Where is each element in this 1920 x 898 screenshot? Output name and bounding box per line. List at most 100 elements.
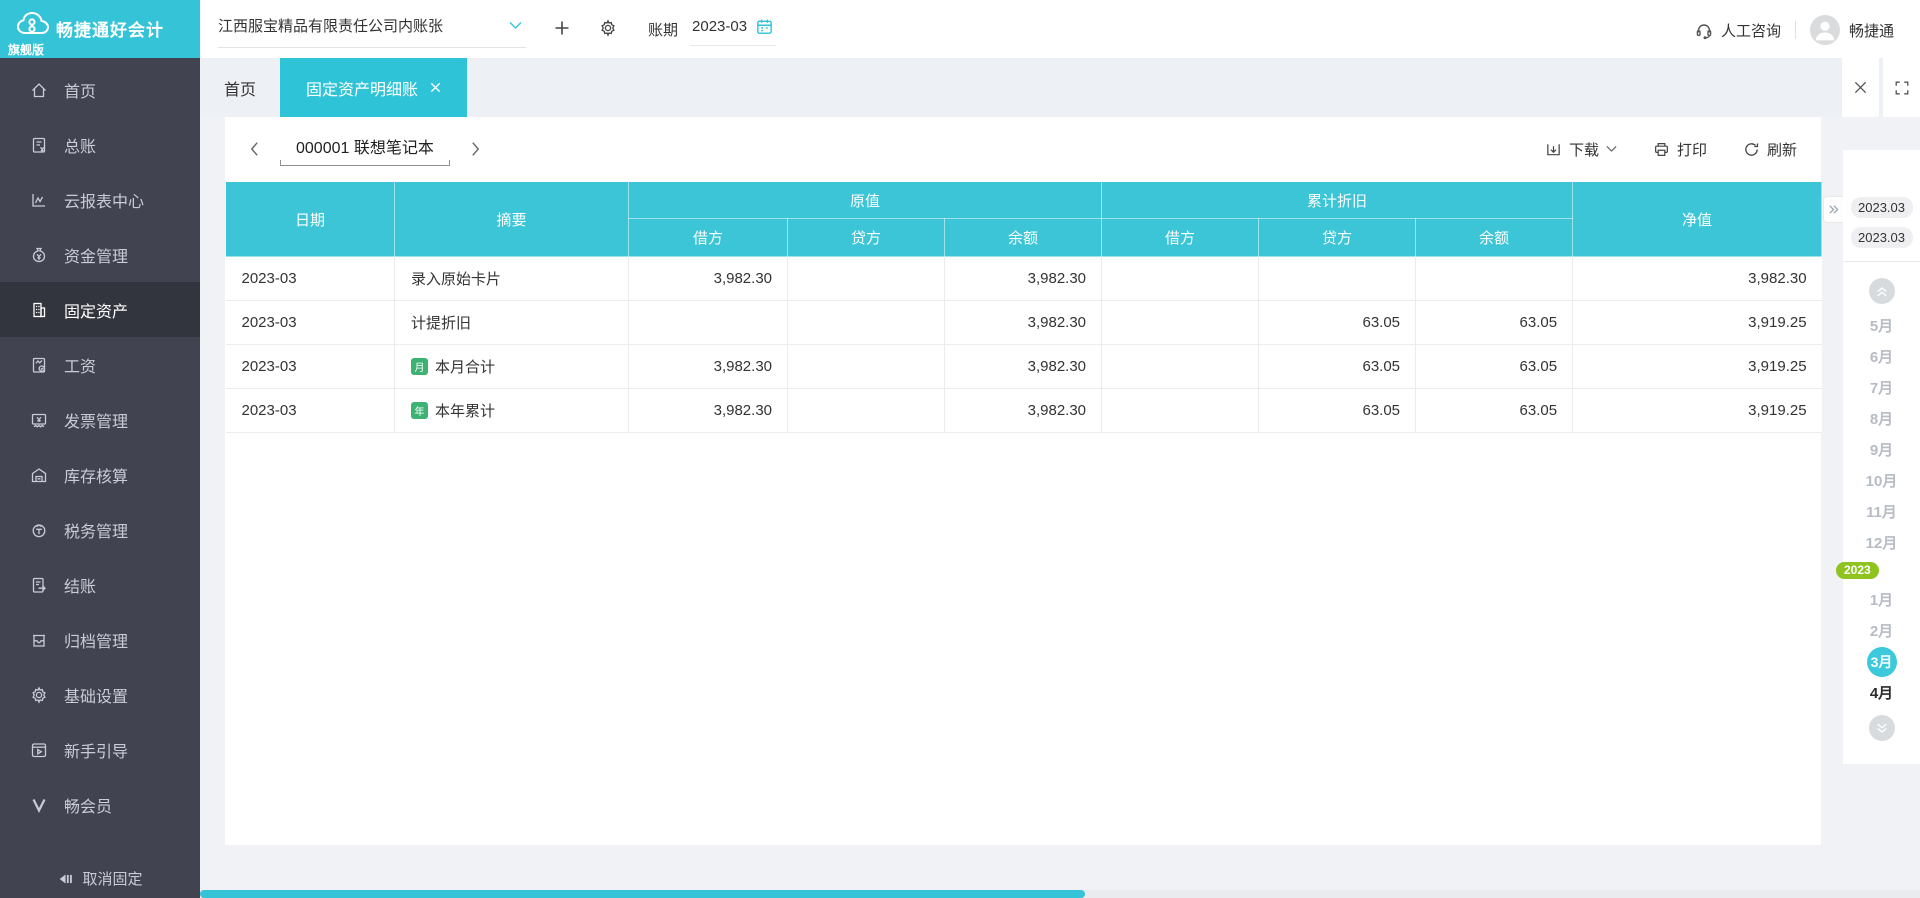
double-chevron-right-icon: [1829, 205, 1839, 214]
cell-ov-debit: 3,982.30: [628, 388, 788, 433]
sidebar-item-inventory[interactable]: 库存核算: [0, 447, 200, 502]
cloud-logo-icon: [15, 9, 53, 41]
sidebar-item-label: 基础设置: [64, 688, 129, 706]
month-item[interactable]: 6月: [1843, 341, 1920, 372]
fixed-assets-icon: [33, 302, 46, 317]
month-item[interactable]: 5月: [1843, 310, 1920, 341]
period-picker[interactable]: 2023-03: [690, 13, 777, 46]
cell-ov-balance: 3,982.30: [944, 388, 1103, 433]
tab-close-icon[interactable]: [430, 82, 441, 93]
sidebar-item-invoices[interactable]: 发票管理: [0, 392, 200, 447]
sidebar-item-label: 总账: [64, 138, 97, 156]
fullscreen-button[interactable]: [1883, 58, 1920, 117]
refresh-label: 刷新: [1766, 141, 1797, 159]
period-pill-bottom[interactable]: 2023.03: [1850, 227, 1913, 248]
tab-window-controls: [1842, 58, 1920, 117]
app-title: 畅捷通好会计: [56, 21, 164, 40]
cell-dep-debit: [1101, 388, 1260, 433]
month-item[interactable]: 4月: [1843, 677, 1920, 708]
company-name: 江西服宝精品有限责任公司内账张: [218, 18, 444, 35]
sidebar-item-general-ledger[interactable]: 总账: [0, 117, 200, 172]
sidebar-item-tax[interactable]: 税务管理: [0, 502, 200, 557]
tab-fixed-asset-ledger[interactable]: 固定资产明细账: [280, 58, 468, 117]
cell-ov-balance: 3,982.30: [944, 256, 1103, 301]
home-icon: [32, 82, 46, 97]
closing-icon: [32, 577, 46, 593]
next-asset-button[interactable]: [466, 136, 485, 162]
username: 畅捷通: [1848, 22, 1894, 40]
user-menu[interactable]: 畅捷通: [1809, 15, 1894, 45]
double-chevron-down-icon: [1876, 723, 1887, 733]
plus-icon: [555, 21, 569, 35]
add-account-button[interactable]: [552, 18, 572, 38]
sidebar-item-archive[interactable]: 归档管理: [0, 612, 200, 667]
month-item-active[interactable]: 3月: [1843, 646, 1920, 677]
month-item[interactable]: 7月: [1843, 372, 1920, 403]
avatar: [1809, 15, 1840, 45]
sidebar-item-cloud-reports[interactable]: 云报表中心: [0, 172, 200, 227]
scroll-up-button[interactable]: [1868, 278, 1895, 304]
support-label: 人工咨询: [1720, 22, 1781, 40]
sidebar-item-salary[interactable]: 工资: [0, 337, 200, 392]
cell-dep-balance: [1415, 256, 1574, 301]
period-pill-top[interactable]: 2023.03: [1850, 197, 1913, 218]
col-summary: 摘要: [394, 181, 629, 257]
asset-navigator: 000001 联想笔记本: [245, 132, 485, 166]
scroll-down-button[interactable]: [1868, 715, 1895, 741]
print-button[interactable]: 打印: [1653, 139, 1707, 160]
table-row: 2023-03 计提折旧 3,982.30 63.05 63.05 3,919.…: [225, 300, 1822, 345]
printer-icon: [1654, 142, 1668, 156]
cell-ov-balance: 3,982.30: [944, 344, 1103, 389]
sidebar-item-label: 归档管理: [64, 633, 129, 651]
col-group-accumulated-depreciation: 累计折旧: [1101, 181, 1574, 219]
sidebar-item-member[interactable]: 畅会员: [0, 777, 200, 832]
download-button[interactable]: 下载: [1545, 139, 1617, 160]
current-asset[interactable]: 000001 联想笔记本: [280, 132, 450, 166]
expand-panel-handle[interactable]: [1823, 196, 1843, 223]
download-label: 下载: [1568, 141, 1599, 159]
chevron-down-icon: [1606, 145, 1617, 152]
month-item[interactable]: 9月: [1843, 434, 1920, 465]
scrollbar-thumb[interactable]: [200, 890, 1085, 898]
month-label: 6月: [1869, 349, 1894, 366]
month-item[interactable]: 11月: [1843, 496, 1920, 527]
month-item[interactable]: 10月: [1843, 465, 1920, 496]
sidebar-item-label: 云报表中心: [64, 193, 145, 211]
account-settings-button[interactable]: [598, 18, 618, 38]
month-item[interactable]: 2月: [1843, 615, 1920, 646]
sidebar-item-fixed-assets[interactable]: 固定资产: [0, 282, 200, 337]
app-logo: 畅捷通好会计 旗舰版: [0, 0, 200, 58]
support-button[interactable]: 人工咨询: [1694, 20, 1781, 41]
table-row: 2023-03 月本月合计 3,982.30 3,982.30 63.05 63…: [225, 344, 1822, 389]
month-label: 10月: [1865, 473, 1898, 490]
sidebar-item-label: 首页: [64, 83, 97, 101]
cell-ov-debit: 3,982.30: [628, 344, 788, 389]
month-item[interactable]: 1月: [1843, 584, 1920, 615]
sidebar-item-closing[interactable]: 结账: [0, 557, 200, 612]
company-selector[interactable]: 江西服宝精品有限责任公司内账张: [218, 13, 526, 48]
topbar-right: 人工咨询 畅捷通: [1694, 15, 1894, 45]
sidebar-item-label: 库存核算: [64, 468, 129, 486]
unpin-sidebar-button[interactable]: 取消固定: [0, 868, 200, 889]
month-item[interactable]: 8月: [1843, 403, 1920, 434]
horizontal-scrollbar: [200, 890, 1920, 898]
cell-dep-debit: [1101, 300, 1260, 345]
sidebar-item-funds[interactable]: 资金管理: [0, 227, 200, 282]
year-calendar-icon: 年: [411, 402, 428, 419]
card-actions: 下载 打印 刷新: [1545, 139, 1797, 160]
sidebar-item-guide[interactable]: 新手引导: [0, 722, 200, 777]
close-all-tabs-button[interactable]: [1842, 58, 1879, 117]
close-icon: [1854, 81, 1867, 94]
month-calendar-icon: 月: [411, 358, 428, 375]
table-row: 2023-03 年本年累计 3,982.30 3,982.30 63.05 63…: [225, 388, 1822, 433]
card-toolbar: 000001 联想笔记本 下载 打印 刷新: [225, 117, 1821, 181]
refresh-button[interactable]: 刷新: [1743, 139, 1797, 160]
sidebar-item-label: 新手引导: [64, 743, 129, 761]
month-item[interactable]: 12月: [1843, 527, 1920, 558]
prev-asset-button[interactable]: [245, 136, 264, 162]
sidebar-item-settings[interactable]: 基础设置: [0, 667, 200, 722]
cell-dep-debit: [1101, 344, 1260, 389]
tab-home[interactable]: 首页: [200, 58, 280, 117]
cell-dep-credit: [1258, 256, 1417, 301]
sidebar-item-home[interactable]: 首页: [0, 62, 200, 117]
